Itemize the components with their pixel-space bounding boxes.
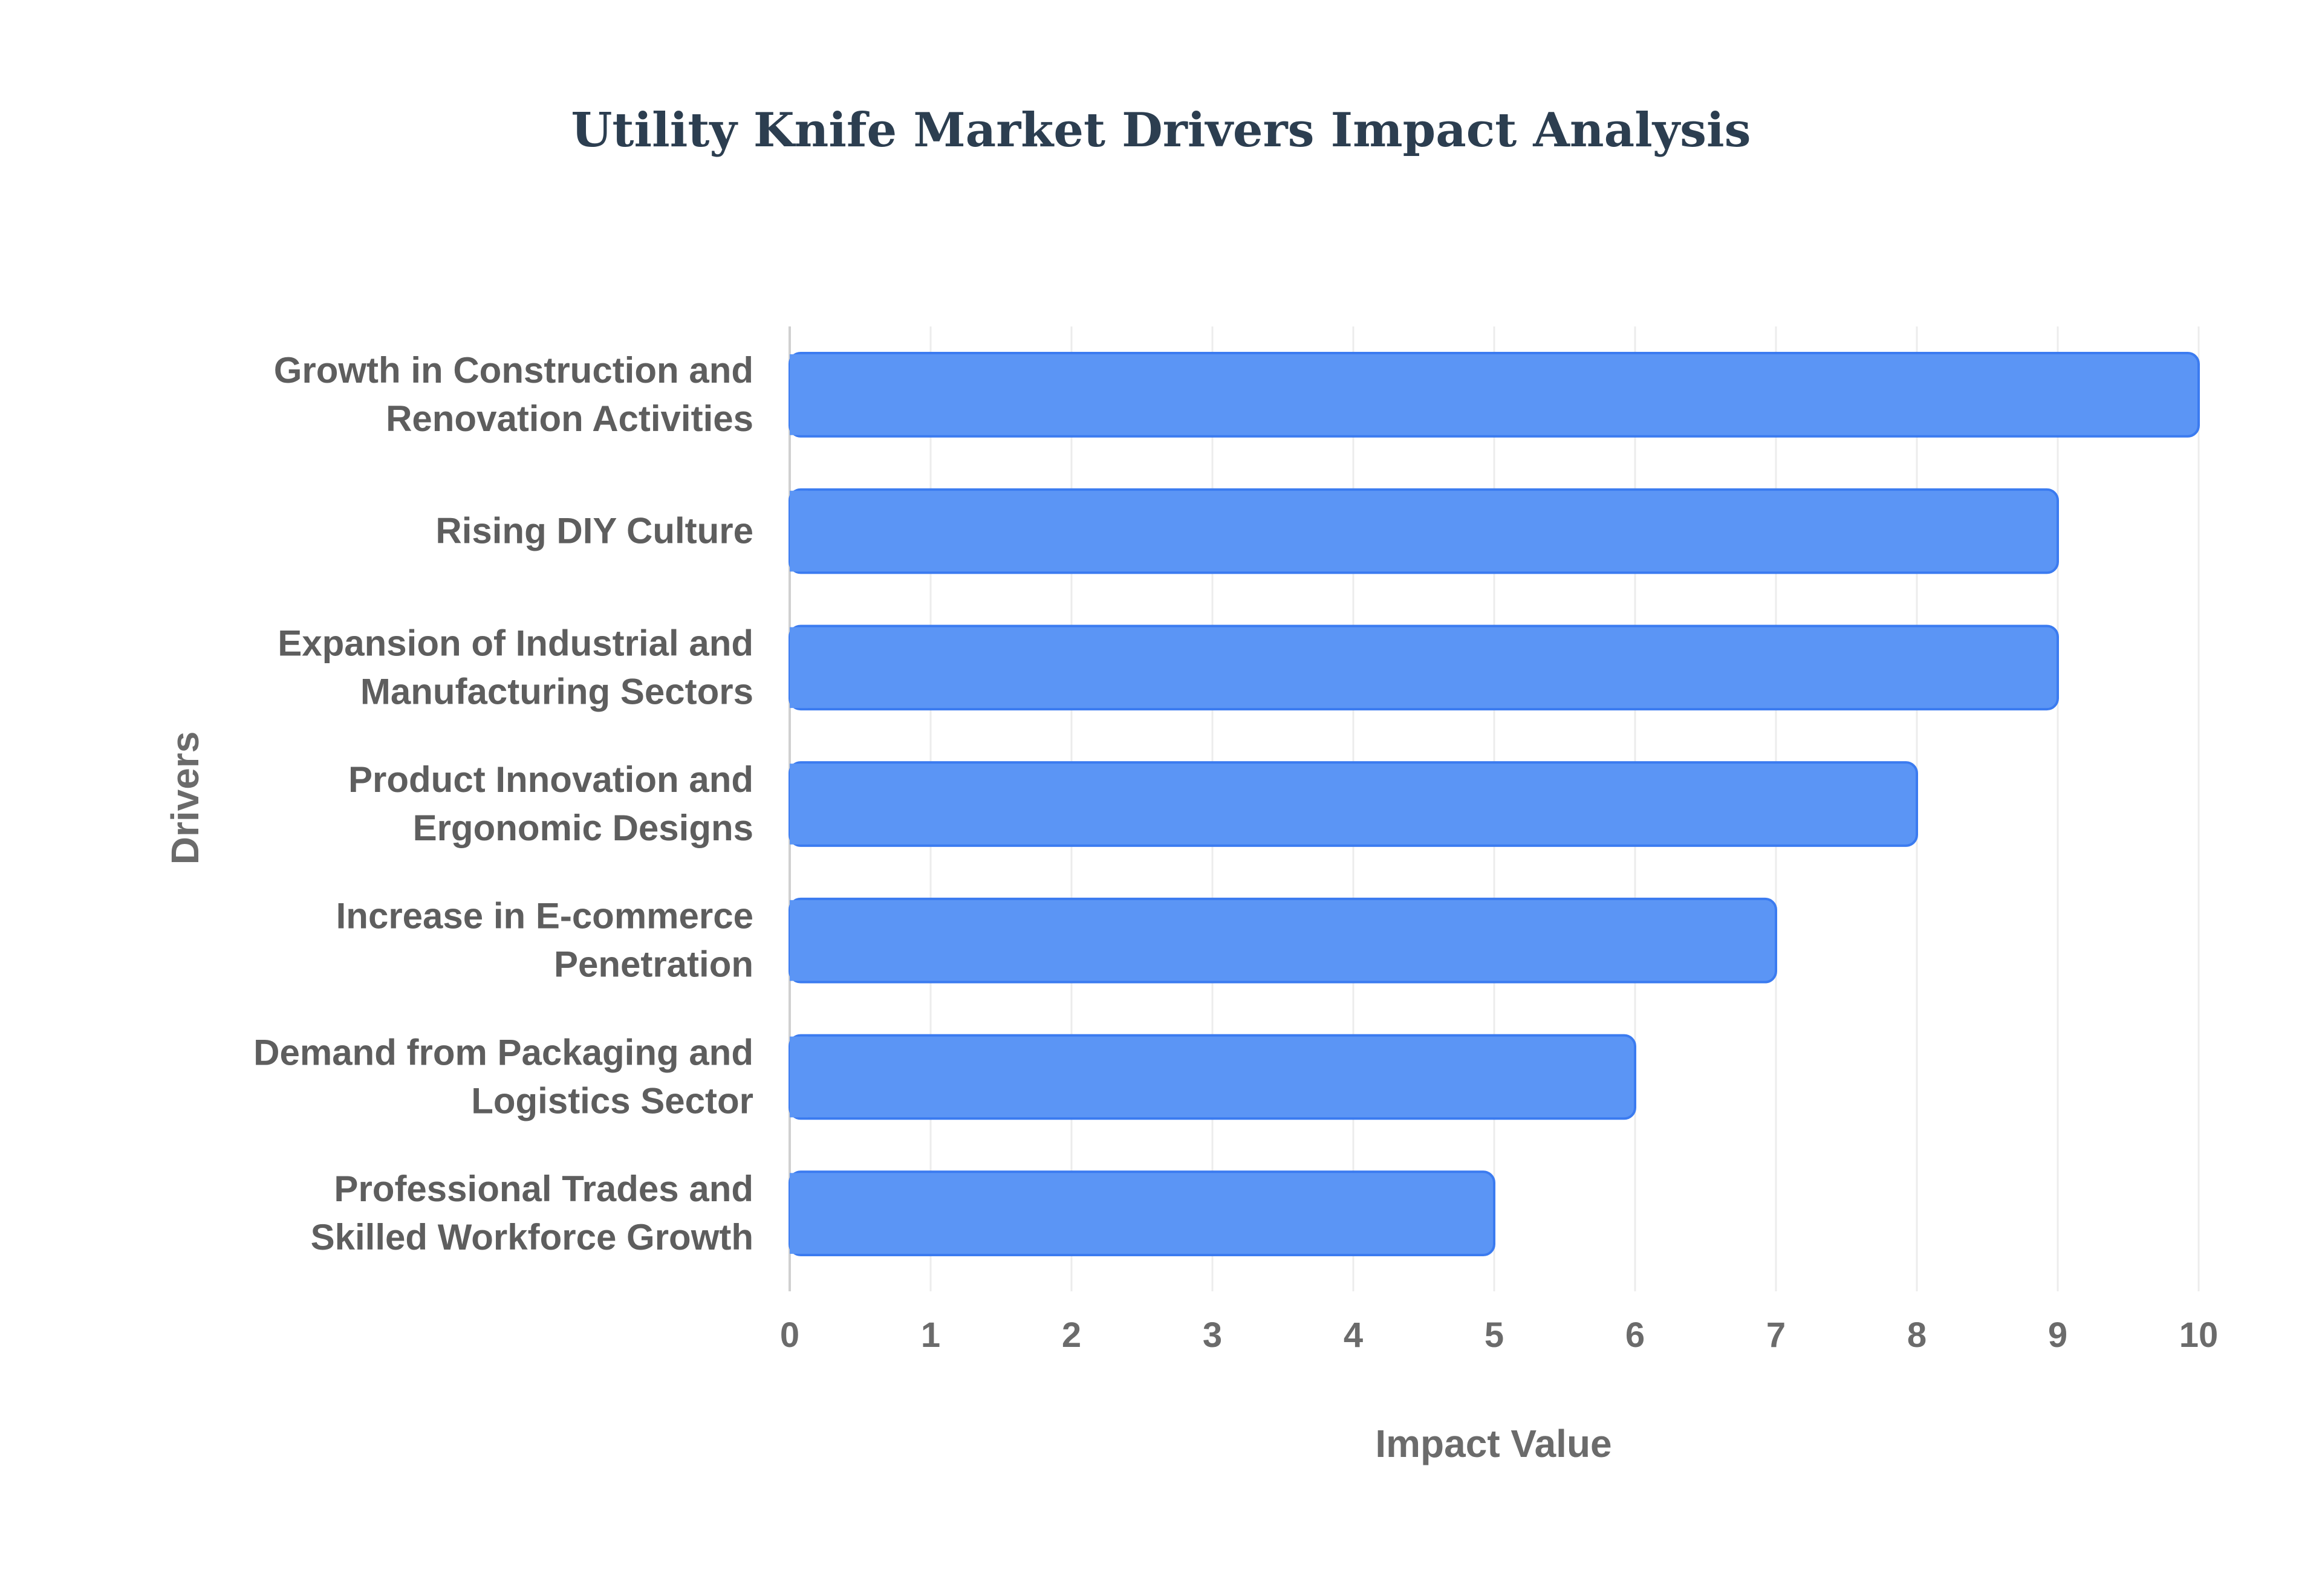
y-tick-label-4: Increase in E-commerce Penetration: [336, 896, 753, 985]
y-tick-label-line: Growth in Construction and: [274, 350, 753, 391]
y-tick-label-6: Professional Trades and Skilled Workforce…: [311, 1169, 753, 1257]
x-tick-label-3: 3: [1203, 1315, 1222, 1355]
x-tick-label-8: 8: [1907, 1315, 1927, 1355]
bar-left-edge-2: [790, 627, 808, 709]
bar-left-edge-1: [790, 490, 808, 572]
y-tick-label-3: Product Innovation and Ergonomic Designs: [348, 759, 753, 848]
y-tick-label-line: Professional Trades and: [334, 1169, 753, 1209]
x-tick-label-9: 9: [2048, 1315, 2067, 1355]
bar-left-edge-3: [790, 764, 808, 845]
y-tick-labels: Growth in Construction and Renovation Act…: [253, 350, 753, 1257]
x-tick-label-4: 4: [1344, 1315, 1363, 1355]
bar-5: [789, 1034, 1636, 1120]
bar-left-edge-0: [790, 354, 808, 435]
bar-left-edge-5: [790, 1036, 808, 1118]
bar-4: [789, 897, 1777, 984]
y-tick-label-line: Skilled Workforce Growth: [311, 1217, 753, 1257]
x-tick-label-10: 10: [2179, 1315, 2219, 1355]
x-axis-label: Impact Value: [1375, 1422, 1611, 1465]
y-tick-label-line: Ergonomic Designs: [413, 808, 753, 848]
y-tick-label-line: Increase in E-commerce: [336, 896, 753, 936]
y-axis-label: Drivers: [163, 731, 207, 865]
y-tick-label-line: Penetration: [554, 944, 753, 985]
y-tick-label-line: Product Innovation and: [348, 759, 753, 800]
y-tick-label-line: Renovation Activities: [386, 398, 753, 439]
bar-0: [789, 352, 2200, 438]
bar-1: [789, 488, 2059, 574]
x-tick-label-7: 7: [1766, 1315, 1786, 1355]
x-tick-label-0: 0: [780, 1315, 799, 1355]
y-tick-label-2: Expansion of Industrial and Manufacturing…: [278, 623, 753, 712]
bar-left-edge-4: [790, 900, 808, 981]
x-tick-label-5: 5: [1485, 1315, 1504, 1355]
x-tick-label-6: 6: [1625, 1315, 1645, 1355]
bars: [789, 352, 2200, 1256]
bar-2: [789, 624, 2059, 711]
x-tick-label-2: 2: [1062, 1315, 1081, 1355]
y-tick-label-line: Expansion of Industrial and: [278, 623, 753, 663]
y-tick-label-line: Logistics Sector: [471, 1080, 753, 1121]
bar-left-edge-6: [790, 1173, 808, 1254]
bar-6: [789, 1170, 1495, 1256]
bar-3: [789, 761, 1918, 847]
chart-title: Utility Knife Market Drivers Impact Anal…: [571, 103, 1751, 158]
y-tick-label-1: Rising DIY Culture: [435, 511, 753, 551]
x-tick-labels: 0 1 2 3 4 5 6 7 8 9 10: [780, 1315, 2218, 1355]
y-tick-label-line: Demand from Packaging and: [253, 1032, 753, 1072]
y-tick-label-line: Manufacturing Sectors: [360, 671, 753, 712]
x-tick-label-1: 1: [921, 1315, 940, 1355]
y-tick-label-5: Demand from Packaging and Logistics Secto…: [253, 1032, 753, 1121]
y-tick-label-line: Rising DIY Culture: [435, 511, 753, 551]
y-tick-label-0: Growth in Construction and Renovation Act…: [274, 350, 753, 439]
